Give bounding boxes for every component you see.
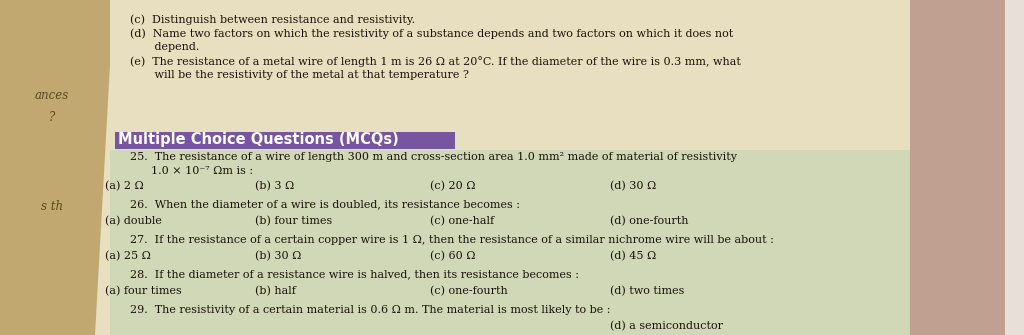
Text: (c) 20 Ω: (c) 20 Ω [430,181,475,192]
Text: ?: ? [49,111,55,124]
Text: 1.0 × 10⁻⁷ Ωm is :: 1.0 × 10⁻⁷ Ωm is : [130,166,253,176]
Text: (a) 25 Ω: (a) 25 Ω [105,251,151,262]
Text: (d) one-fourth: (d) one-fourth [610,216,688,227]
Text: 28.  If the diameter of a resistance wire is halved, then its resistance becomes: 28. If the diameter of a resistance wire… [130,270,579,280]
FancyBboxPatch shape [110,150,910,335]
Text: s th: s th [41,201,63,213]
FancyBboxPatch shape [910,0,1024,335]
Text: (c) one-fourth: (c) one-fourth [430,286,508,297]
Text: (d) a semiconductor: (d) a semiconductor [610,321,723,332]
Text: (d) two times: (d) two times [610,286,684,297]
Polygon shape [95,0,910,335]
Text: ances: ances [35,88,70,102]
Text: (a) double: (a) double [105,216,162,227]
FancyBboxPatch shape [1005,0,1024,335]
Text: 27.  If the resistance of a certain copper wire is 1 Ω, then the resistance of a: 27. If the resistance of a certain coppe… [130,234,774,245]
Text: (a) 2 Ω: (a) 2 Ω [105,181,143,192]
Text: 29.  The resistivity of a certain material is 0.6 Ω m. The material is most like: 29. The resistivity of a certain materia… [130,305,610,315]
Text: 25.  The resistance of a wire of length 300 m and cross-section area 1.0 mm² mad: 25. The resistance of a wire of length 3… [130,152,737,162]
Text: Multiple Choice Questions (MCQs): Multiple Choice Questions (MCQs) [118,132,398,147]
Text: (e)  The resistance of a metal wire of length 1 m is 26 Ω at 20°C. If the diamet: (e) The resistance of a metal wire of le… [130,56,741,67]
Text: will be the resistivity of the metal at that temperature ?: will be the resistivity of the metal at … [130,70,469,80]
Text: (c)  Distinguish between resistance and resistivity.: (c) Distinguish between resistance and r… [130,14,415,24]
Text: (b) 3 Ω: (b) 3 Ω [255,181,294,192]
Text: (c) one-half: (c) one-half [430,216,495,227]
FancyBboxPatch shape [115,132,455,149]
Text: depend.: depend. [130,42,200,52]
Text: (d)  Name two factors on which the resistivity of a substance depends and two fa: (d) Name two factors on which the resist… [130,28,733,39]
Text: (b) half: (b) half [255,286,296,297]
Polygon shape [0,0,110,335]
Text: 26.  When the diameter of a wire is doubled, its resistance becomes :: 26. When the diameter of a wire is doubl… [130,200,520,210]
Text: (a) four times: (a) four times [105,286,181,297]
Text: (b) four times: (b) four times [255,216,332,227]
Text: (b) 30 Ω: (b) 30 Ω [255,251,301,262]
Text: (d) 30 Ω: (d) 30 Ω [610,181,656,192]
Text: (d) 45 Ω: (d) 45 Ω [610,251,656,262]
Text: (c) 60 Ω: (c) 60 Ω [430,251,475,262]
